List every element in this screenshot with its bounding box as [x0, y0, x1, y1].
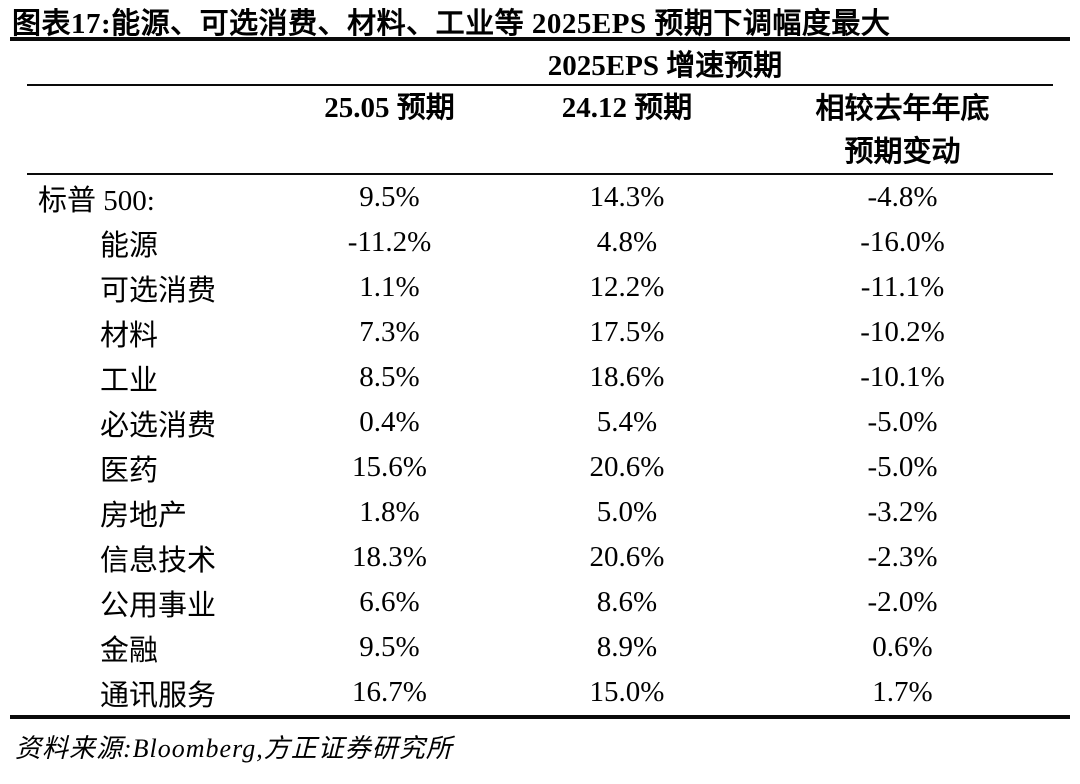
cell-2505: 9.5% [359, 181, 420, 213]
cell-2412: 14.3% [589, 181, 665, 213]
row-label: 信息技术 [100, 544, 217, 577]
cell-change: -2.0% [867, 586, 938, 618]
cell-2505: 8.5% [359, 361, 420, 393]
cell-change: 1.7% [872, 676, 933, 708]
bottom-rule [10, 715, 1070, 719]
cell-change: -5.0% [867, 451, 938, 483]
row-label: 医药 [100, 454, 159, 487]
table-row-consumer-discretionary: 可选消费 1.1% 12.2% -11.1% [27, 265, 1053, 310]
row-label: 可选消费 [100, 274, 217, 307]
cell-change: -10.2% [860, 316, 945, 348]
table-row-consumer-staples: 必选消费 0.4% 5.4% -5.0% [27, 400, 1053, 445]
cell-change: -5.0% [867, 406, 938, 438]
table-group-header: 2025EPS 增速预期 [547, 49, 783, 82]
cell-2412: 17.5% [589, 316, 665, 348]
table-row-materials: 材料 7.3% 17.5% -10.2% [27, 310, 1053, 355]
table-row-industrials: 工业 8.5% 18.6% -10.1% [27, 355, 1053, 400]
cell-2412: 5.0% [596, 496, 658, 528]
table-row-energy: 能源 -11.2% 4.8% -16.0% [27, 220, 1053, 265]
cell-change: -4.8% [867, 181, 938, 213]
cell-2505: 0.4% [359, 406, 420, 438]
cell-2412: 8.6% [596, 586, 658, 618]
column-header-change-line1: 相较去年年底 [815, 93, 990, 125]
column-header-2412-forecast: 24.12 预期 [561, 92, 693, 124]
cell-2505: -11.2% [347, 226, 432, 258]
cell-2412: 18.6% [589, 361, 665, 393]
row-label: 房地产 [100, 499, 188, 532]
cell-2412: 12.2% [589, 271, 665, 303]
row-label: 必选消费 [100, 409, 217, 442]
cell-change: -11.1% [860, 271, 945, 303]
cell-2412: 20.6% [589, 451, 665, 483]
cell-2412: 15.0% [589, 676, 665, 708]
table-group-header-row: 2025EPS 增速预期 [27, 41, 1053, 86]
cell-2412: 4.8% [596, 226, 658, 258]
cell-change: -16.0% [860, 226, 945, 258]
cell-2412: 5.4% [596, 406, 658, 438]
cell-2505: 1.1% [359, 271, 420, 303]
title-rule [10, 37, 1070, 41]
cell-2505: 9.5% [359, 631, 420, 663]
cell-2505: 16.7% [352, 676, 427, 708]
row-label: 工业 [100, 364, 159, 397]
figure-title: 图表17:能源、可选消费、材料、工业等 2025EPS 预期下调幅度最大 [12, 8, 891, 40]
row-label: 金融 [100, 634, 159, 667]
cell-change: -3.2% [867, 496, 938, 528]
row-label: 公用事业 [100, 589, 217, 622]
cell-2412: 8.9% [596, 631, 658, 663]
cell-2505: 1.8% [359, 496, 420, 528]
cell-change: -2.3% [867, 541, 938, 573]
column-header-change-line2: 预期变动 [844, 136, 961, 168]
cell-change: 0.6% [872, 631, 933, 663]
source-note: 资料来源:Bloomberg,方正证券研究所 [15, 734, 453, 763]
cell-2505: 15.6% [352, 451, 427, 483]
row-label: 能源 [100, 229, 159, 262]
table-row-communication-services: 通讯服务 16.7% 15.0% 1.7% [27, 670, 1053, 715]
cell-2505: 6.6% [359, 586, 420, 618]
table-column-header-row: 25.05 预期 24.12 预期 相较去年年底 预期变动 [27, 86, 1053, 175]
row-label: 通讯服务 [100, 679, 217, 712]
cell-2412: 20.6% [589, 541, 665, 573]
table-row-sp500: 标普 500: 9.5% 14.3% -4.8% [27, 175, 1053, 220]
row-label: 材料 [100, 319, 159, 352]
cell-2505: 18.3% [352, 541, 427, 573]
cell-change: -10.1% [860, 361, 945, 393]
eps-table: 2025EPS 增速预期 25.05 预期 24.12 预期 相较去年年底 预期… [27, 41, 1053, 715]
table-row-utilities: 公用事业 6.6% 8.6% -2.0% [27, 580, 1053, 625]
table-row-information-technology: 信息技术 18.3% 20.6% -2.3% [27, 535, 1053, 580]
column-header-2505-forecast: 25.05 预期 [324, 92, 455, 124]
table-row-real-estate: 房地产 1.8% 5.0% -3.2% [27, 490, 1053, 535]
column-header-change-vs-yearend: 相较去年年底 预期变动 [752, 86, 1053, 174]
row-label: 标普 500: [38, 184, 155, 217]
cell-2505: 7.3% [359, 316, 420, 348]
table-row-healthcare: 医药 15.6% 20.6% -5.0% [27, 445, 1053, 490]
table-row-financials: 金融 9.5% 8.9% 0.6% [27, 625, 1053, 670]
